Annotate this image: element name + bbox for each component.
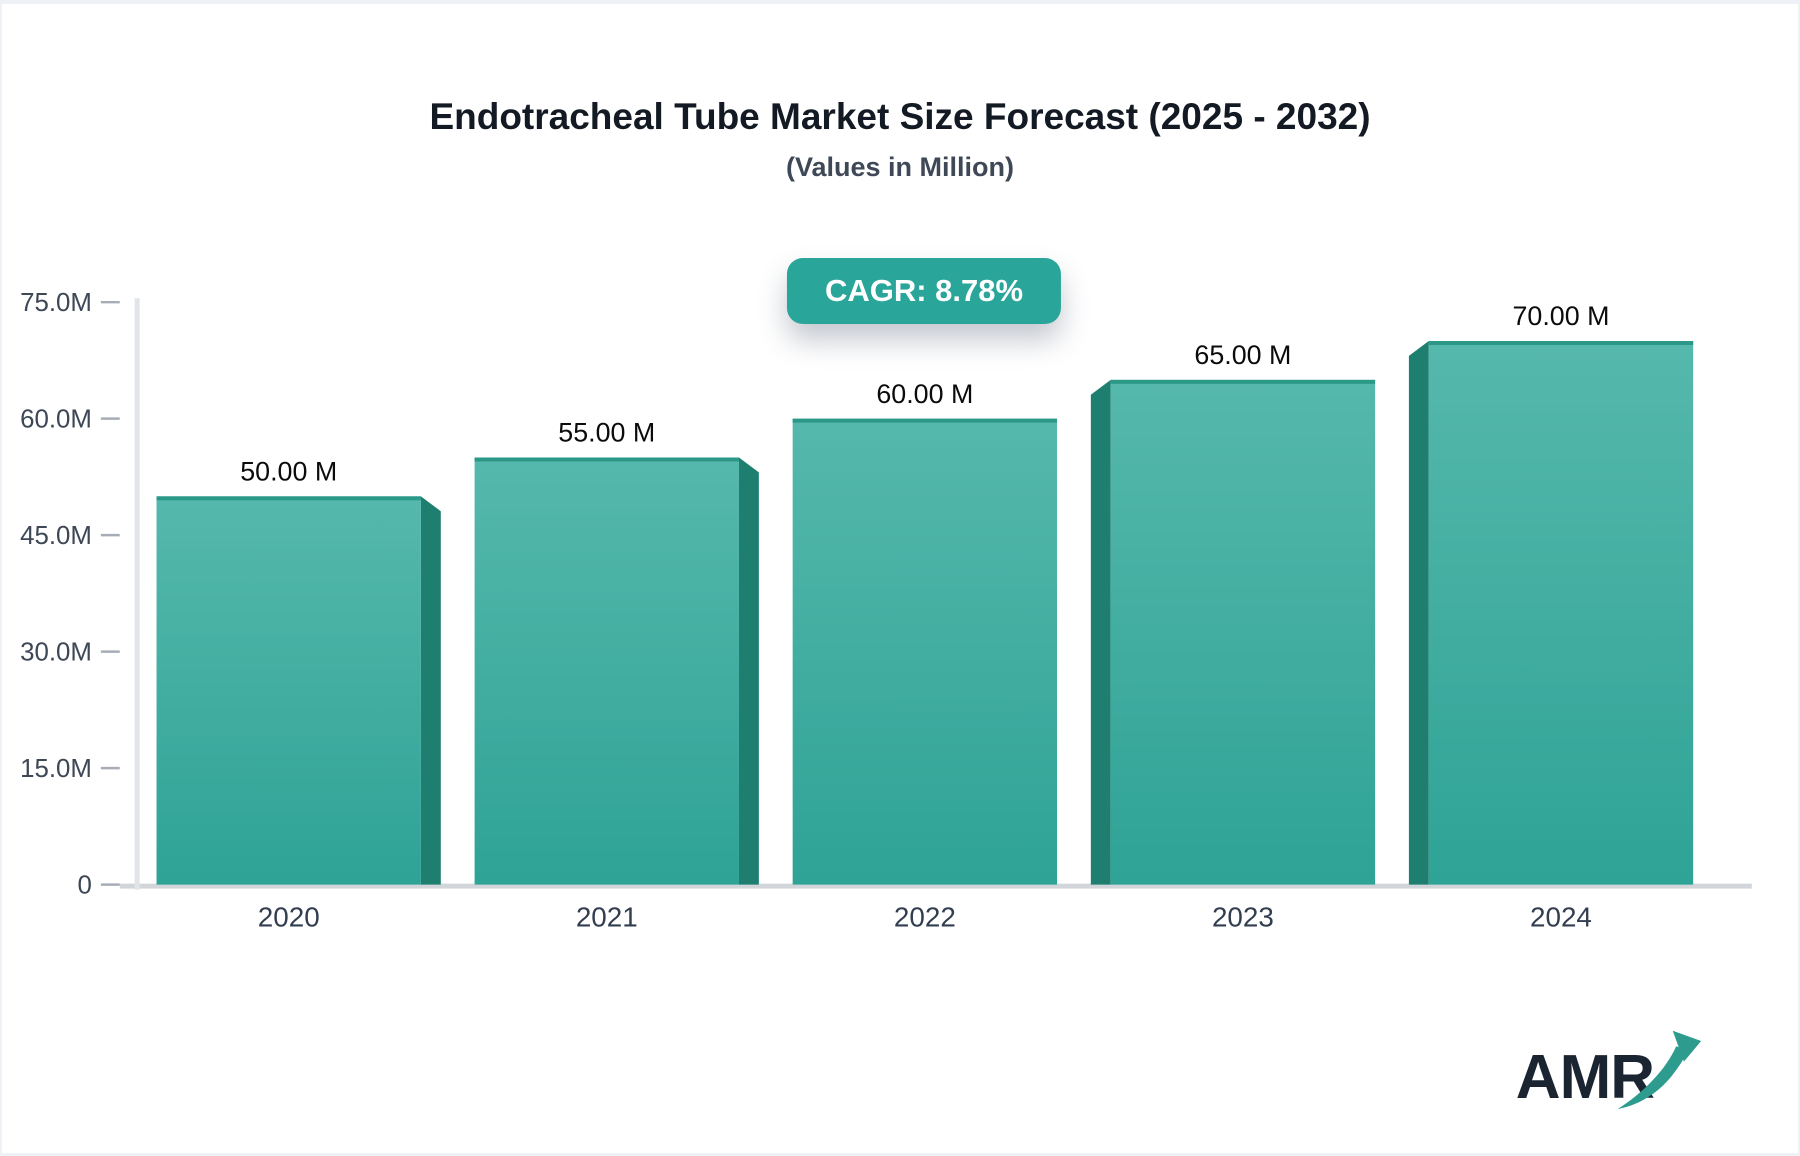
chart-header: Endotracheal Tube Market Size Forecast (… [2, 96, 1798, 183]
y-axis-tick-label: 45.0M [20, 522, 92, 550]
bar-2021[interactable] [474, 457, 739, 885]
y-axis-line [134, 298, 140, 890]
x-axis-label: 2020 [258, 901, 320, 932]
bar-value-label: 65.00 M [1194, 340, 1291, 370]
y-axis-tick-label: 30.0M [20, 639, 92, 667]
x-axis-label: 2023 [1212, 901, 1274, 932]
bar-value-label: 60.00 M [876, 379, 973, 409]
bar-top-edge [474, 457, 739, 462]
bar-2020[interactable] [156, 496, 421, 885]
bar-top-edge [792, 418, 1058, 423]
chart-card: Endotracheal Tube Market Size Forecast (… [2, 4, 1798, 1153]
x-axis-line [119, 883, 1752, 889]
bar-chart-plot: 0 15.0M 30.0M 45.0M 60.0M 75.0M 50.00 M 2020 55.… [2, 4, 1798, 1153]
cagr-badge: CAGR: 8.78% [786, 258, 1062, 324]
chart-title: Endotracheal Tube Market Size Forecast (… [429, 96, 1371, 137]
bar-top-edge [1428, 341, 1694, 345]
x-axis-label: 2021 [576, 901, 638, 932]
y-axis-tick-label: 60.0M [20, 406, 92, 434]
bar-top-edge [156, 496, 421, 501]
bar-value-label: 70.00 M [1512, 301, 1609, 331]
x-axis-label: 2022 [894, 901, 956, 932]
bar-value-label: 50.00 M [240, 456, 337, 486]
amr-logo: AMR [1516, 1029, 1702, 1109]
bar-top-edge [1110, 379, 1376, 384]
bar-side-face [738, 457, 759, 885]
growth-trend-arrow-icon [1617, 1030, 1702, 1109]
y-axis-tick-label: 15.0M [20, 755, 92, 783]
bar-side-face [1408, 341, 1429, 885]
y-axis-tick-label: 0 [78, 872, 92, 900]
y-axis-tick-label: 75.0M [20, 289, 92, 317]
bar-2023[interactable] [1110, 379, 1376, 885]
bar-value-label: 55.00 M [558, 418, 655, 448]
bar-side-face [420, 496, 441, 885]
x-axis-label: 2024 [1530, 901, 1592, 932]
bar-side-face [1090, 379, 1111, 885]
bar-2022[interactable] [792, 418, 1058, 885]
amr-logo-text: AMR [1515, 1043, 1655, 1112]
chart-subtitle: (Values in Million) [785, 152, 1015, 182]
bar-2024[interactable] [1428, 341, 1694, 885]
